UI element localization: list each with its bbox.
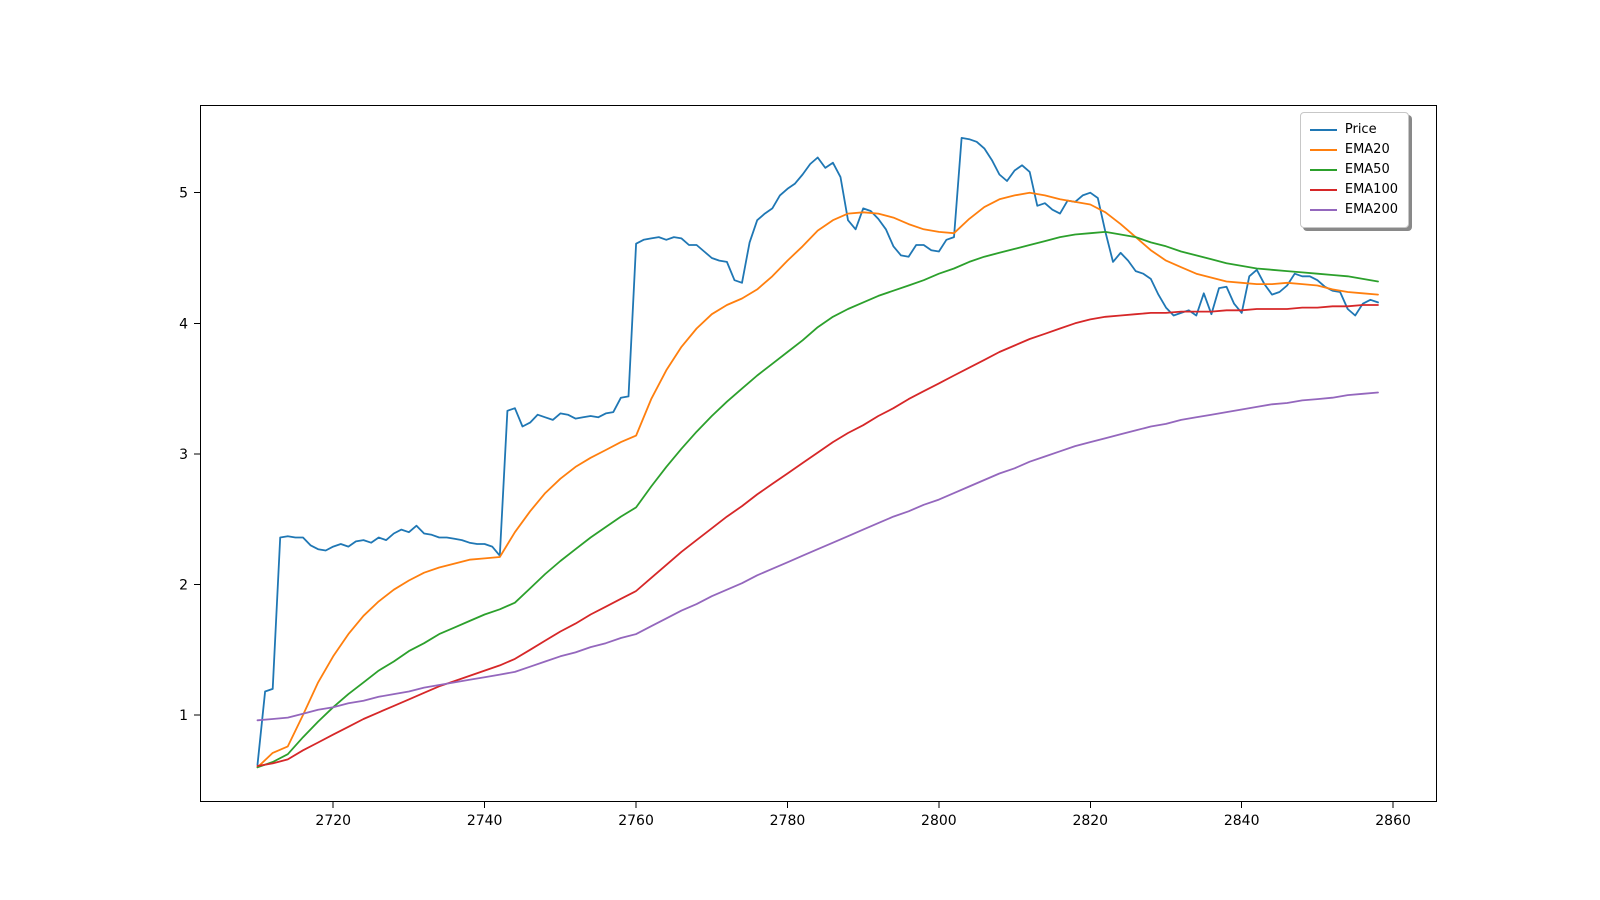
y-tick-label: 4 (179, 316, 188, 332)
x-tick-label: 2740 (467, 813, 503, 829)
legend-label: EMA20 (1344, 142, 1390, 157)
legend-entry-ema50: EMA50 (1309, 160, 1398, 180)
y-tick-label: 1 (179, 708, 188, 724)
legend-line-sample-ema20 (1309, 149, 1337, 151)
series-line-ema20 (256, 191, 1379, 769)
legend-entry-ema100: EMA100 (1309, 180, 1398, 200)
x-tick-label: 2760 (618, 813, 654, 829)
series-line-ema200 (256, 391, 1379, 722)
x-tick-label: 2800 (921, 813, 957, 829)
legend-label: EMA200 (1344, 202, 1398, 217)
legend-line-sample-ema200 (1309, 209, 1337, 211)
legend-label: EMA100 (1344, 182, 1398, 197)
legend-label: EMA50 (1344, 162, 1390, 177)
legend-box: Price EMA20 EMA50 EMA100 EMA200 (1299, 112, 1409, 228)
legend-line-sample-price (1309, 129, 1337, 131)
x-tick-label: 2720 (315, 813, 351, 829)
x-tick-label: 2780 (770, 813, 806, 829)
series-line-ema50 (256, 230, 1379, 769)
series-line-ema100 (256, 304, 1379, 767)
x-tick-label: 2820 (1072, 813, 1108, 829)
legend-line-sample-ema100 (1309, 189, 1337, 191)
y-tick-label: 2 (179, 577, 188, 593)
plot-border (200, 105, 1437, 802)
series-line-price (256, 136, 1379, 766)
legend-entry-price: Price (1309, 120, 1398, 140)
y-tick-label: 3 (179, 447, 188, 463)
legend-entry-ema200: EMA200 (1309, 200, 1398, 220)
legend-label: Price (1344, 122, 1377, 137)
legend-line-sample-ema50 (1309, 169, 1337, 171)
y-tick-label: 5 (179, 186, 188, 202)
x-tick-label: 2860 (1375, 813, 1411, 829)
legend-entry-ema20: EMA20 (1309, 140, 1398, 160)
x-tick-label: 2840 (1224, 813, 1260, 829)
